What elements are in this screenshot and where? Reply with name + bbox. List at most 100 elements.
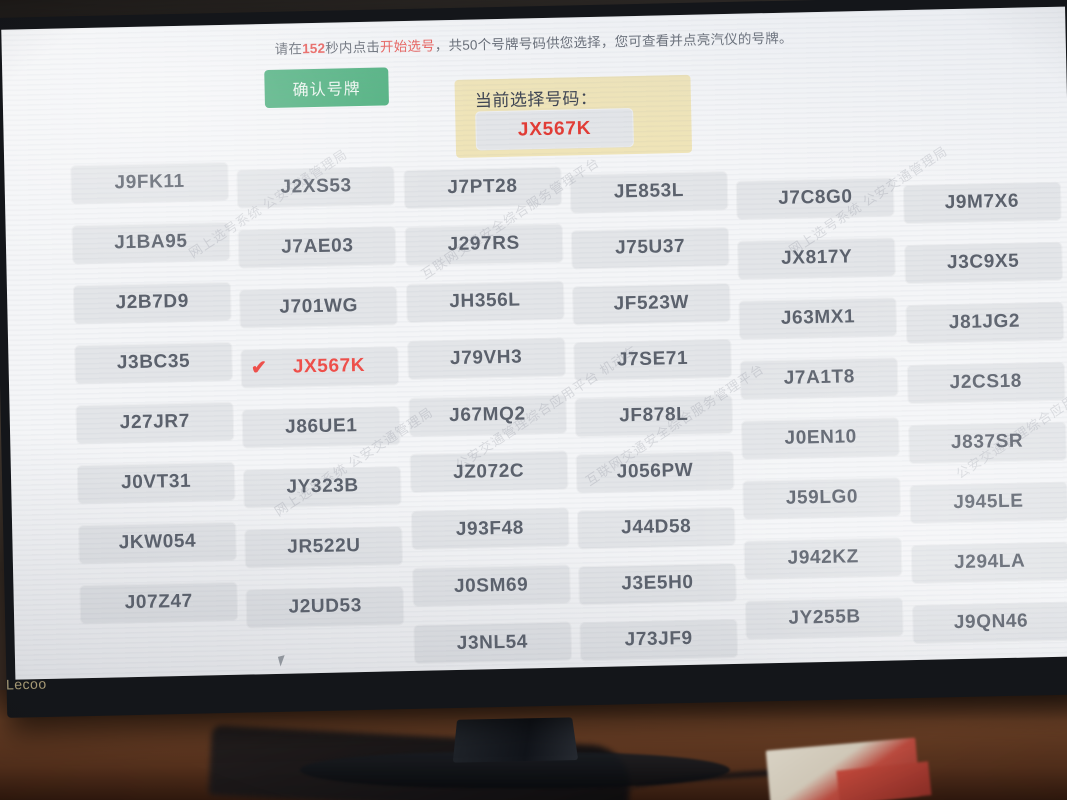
plate-button[interactable]: J75U37 [570, 226, 730, 269]
plate-label: JF878L [619, 403, 689, 427]
plate-button[interactable]: J0EN10 [741, 416, 901, 460]
plate-button[interactable]: J44D58 [576, 506, 736, 549]
plate-button[interactable]: J3NL54 [412, 621, 572, 665]
plate-cell: J297RS [404, 214, 572, 275]
plate-cell: J2XS53 [236, 155, 404, 219]
plate-cell: JY255B [745, 586, 913, 650]
plate-cell: J59LG0 [742, 466, 910, 530]
plate-button[interactable]: J0VT31 [76, 461, 236, 504]
plate-cell: J0VT31 [76, 451, 245, 515]
plate-label: J63MX1 [780, 306, 856, 329]
plate-button[interactable]: J7AE03 [237, 225, 397, 269]
plate-button[interactable]: J07Z47 [79, 581, 239, 624]
plate-label: J7C8G0 [778, 186, 853, 209]
plate-button[interactable]: J9FK11 [70, 161, 230, 204]
plate-button[interactable]: J3BC35 [74, 341, 233, 384]
plate-button[interactable]: J67MQ2 [408, 394, 567, 437]
plate-button[interactable]: J7C8G0 [736, 176, 895, 220]
plate-cell: JZ072C [409, 442, 577, 503]
plate-button[interactable]: J81JG2 [905, 301, 1064, 344]
plate-label: J056PW [616, 459, 694, 483]
plate-button[interactable]: J63MX1 [738, 296, 898, 340]
plate-label: J3E5H0 [621, 571, 694, 595]
plate-label: J7AE03 [281, 235, 354, 258]
plate-button[interactable]: JR522U [244, 525, 404, 569]
plate-cell: J3C9X5 [903, 231, 1067, 295]
plate-button[interactable]: J0SM69 [411, 564, 571, 608]
plate-cell: J3NL54 [412, 612, 581, 673]
plate-button[interactable]: J945LE [909, 481, 1067, 524]
plate-button[interactable]: J9M7X6 [902, 181, 1062, 224]
plate-button[interactable]: J837SR [907, 421, 1067, 464]
plate-cell: J73JF9 [579, 610, 747, 670]
plate-button[interactable]: J2CS18 [906, 361, 1066, 404]
plate-button[interactable]: JY255B [745, 596, 905, 640]
plate-button[interactable]: J056PW [575, 450, 735, 493]
plate-label: J3NL54 [456, 631, 529, 654]
plate-button[interactable]: J27JR7 [75, 401, 235, 444]
plate-cell: J9FK11 [70, 151, 238, 215]
plate-button[interactable]: J79VH3 [406, 337, 566, 380]
plate-label: J0VT31 [120, 470, 192, 494]
plate-cell: J9QN46 [911, 590, 1067, 654]
plate-button[interactable]: JE853L [569, 170, 729, 213]
plate-button[interactable]: J73JF9 [579, 618, 739, 661]
plate-button[interactable]: JY323B [243, 465, 403, 509]
plate-button[interactable]: JX817Y [737, 236, 897, 280]
notice-mid: 秒内点击 [325, 39, 381, 56]
plate-cell: J9M7X6 [902, 171, 1067, 235]
plate-button[interactable]: J9QN46 [911, 601, 1067, 644]
plate-button[interactable]: J86UE1 [241, 405, 401, 449]
plate-label: J86UE1 [284, 415, 358, 438]
plate-button[interactable]: J7SE71 [573, 338, 733, 381]
plate-label: J0SM69 [453, 574, 529, 597]
plate-cell: J0SM69 [411, 556, 580, 617]
plate-button[interactable]: J93F48 [410, 507, 570, 551]
notice-suffix: ，共50个号牌号码供您选择，您可查看并点亮汽仪的号牌。 [434, 30, 793, 54]
plate-button[interactable]: JKW054 [78, 521, 237, 564]
plate-label: JF523W [613, 291, 690, 315]
plate-button-selected[interactable]: ✔ JX567K [240, 345, 400, 389]
plate-cell: J0EN10 [741, 406, 909, 470]
plate-cell: J2UD53 [245, 575, 414, 639]
plate-cell: J07Z47 [79, 571, 247, 635]
plate-button[interactable]: J2UD53 [245, 585, 405, 629]
plate-cell: J7C8G0 [736, 166, 904, 230]
plate-button[interactable]: JF523W [571, 282, 731, 325]
plate-button[interactable]: J7PT28 [403, 166, 562, 209]
plate-cell: JH356L [405, 271, 573, 332]
check-icon: ✔ [250, 357, 268, 379]
plate-label: J701WG [279, 295, 359, 318]
plate-label: J9M7X6 [944, 190, 1020, 214]
plate-button[interactable]: J701WG [239, 285, 399, 329]
plate-button[interactable]: JF878L [574, 394, 734, 437]
plate-label: J1BA95 [114, 230, 188, 254]
plate-button[interactable]: J294LA [910, 541, 1067, 584]
confirm-plate-button[interactable]: 确认号牌 [264, 67, 390, 109]
plate-label: J9FK11 [114, 170, 185, 194]
plate-label: J81JG2 [948, 310, 1021, 334]
plate-cell: JY323B [243, 455, 411, 519]
plate-cell: J44D58 [576, 498, 745, 558]
plate-button[interactable]: J7A1T8 [739, 356, 899, 400]
plate-button[interactable]: J59LG0 [742, 476, 902, 520]
monitor-brand-logo: Lecoo [5, 675, 47, 693]
plate-cell: JKW054 [78, 511, 246, 575]
plate-button[interactable]: J297RS [404, 223, 564, 266]
plate-cell: J056PW [575, 442, 743, 502]
action-row: 确认号牌 当前选择号码： JX567K [2, 53, 1067, 158]
plate-button[interactable]: JH356L [405, 280, 565, 323]
plate-button[interactable]: J3C9X5 [903, 241, 1063, 284]
plate-label: JH356L [449, 289, 521, 313]
plate-button[interactable]: J3E5H0 [578, 562, 737, 605]
plate-cell: J63MX1 [738, 286, 906, 350]
plate-button[interactable]: JZ072C [409, 450, 569, 494]
plate-button[interactable]: J2XS53 [236, 165, 396, 209]
plate-label: J297RS [447, 232, 521, 256]
plate-button[interactable]: J942KZ [743, 536, 903, 580]
plate-button[interactable]: J1BA95 [71, 221, 231, 264]
plate-column-6: J9M7X6 J3C9X5 J81JG2 J2CS18 J837SR J945L… [901, 119, 1067, 662]
plate-button[interactable]: J2B7D9 [72, 281, 232, 324]
notice-action-label: 开始选号 [379, 38, 435, 55]
plate-column-3: J7PT28 J297RS JH356L J79VH3 J67MQ2 JZ072… [402, 129, 580, 672]
